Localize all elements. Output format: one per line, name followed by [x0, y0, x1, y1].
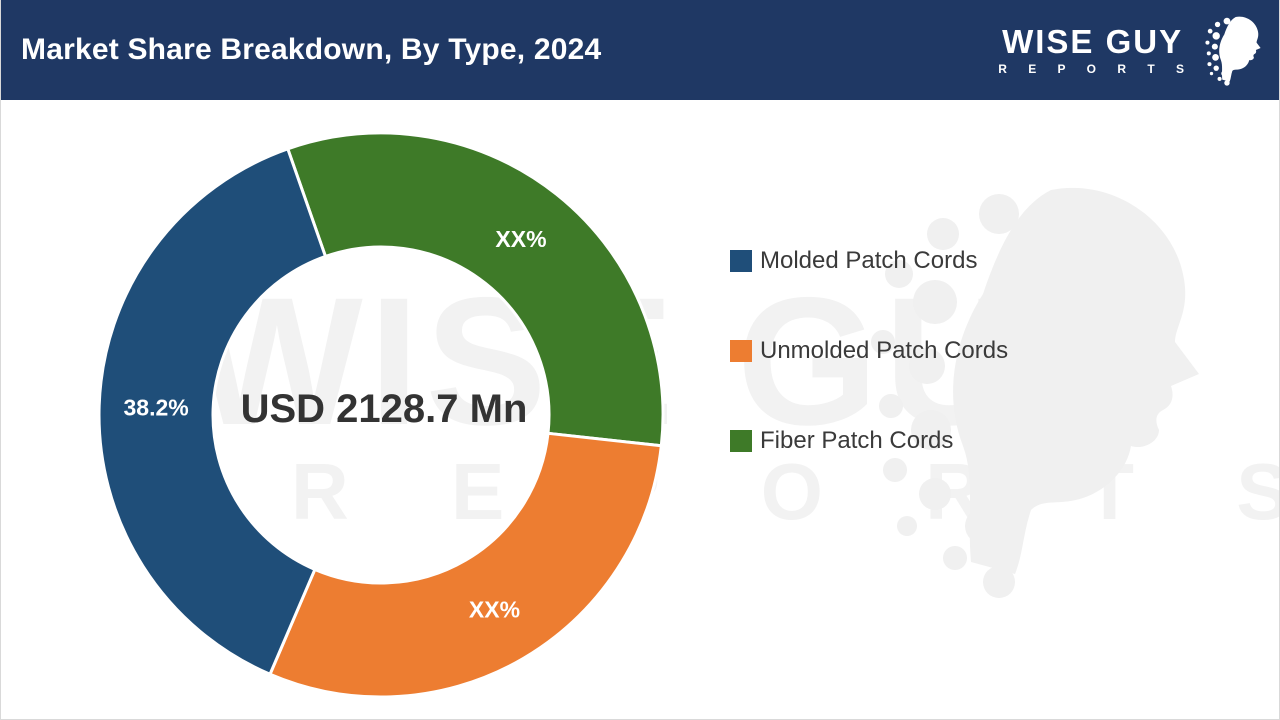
legend-item-fiber: Fiber Patch Cords [730, 429, 1008, 453]
center-value-label: USD 2128.7 Mn [241, 387, 528, 431]
brand-name: WISE GUY [1002, 22, 1184, 60]
donut-chart: XX% XX% 38.2% USD 2128.7 Mn [97, 131, 665, 699]
segment-percent-label: XX% [495, 226, 546, 252]
brand-tagline: R E P O R T S [998, 61, 1193, 76]
legend-item-molded: Molded Patch Cords [730, 249, 1008, 273]
legend-swatch-molded [730, 250, 752, 272]
page-title: Market Share Breakdown, By Type, 2024 [21, 33, 602, 66]
segment-percent-label: 38.2% [123, 394, 188, 420]
donut-segment [268, 431, 663, 699]
legend-item-unmolded: Unmolded Patch Cords [730, 339, 1008, 363]
donut-segment [97, 147, 327, 676]
legend-label: Unmolded Patch Cords [760, 337, 1009, 364]
header-bar: Market Share Breakdown, By Type, 2024 WI… [1, 0, 1279, 100]
legend-label: Molded Patch Cords [760, 247, 978, 274]
chart-legend: Molded Patch Cords Unmolded Patch Cords … [730, 249, 1008, 519]
chart-area: WISE GUY R E P O R T S XX% XX% 38.2% USD 2… [1, 100, 1279, 719]
donut-segment [286, 131, 665, 448]
legend-swatch-fiber [730, 430, 752, 452]
brand-logo-text: WISE GUY R E P O R T S [992, 25, 1193, 76]
brand-logo: WISE GUY R E P O R T S [992, 13, 1265, 87]
legend-label: Fiber Patch Cords [760, 427, 954, 454]
legend-swatch-unmolded [730, 340, 752, 362]
segment-percent-label: XX% [469, 596, 520, 622]
brand-face-icon [1205, 16, 1261, 86]
